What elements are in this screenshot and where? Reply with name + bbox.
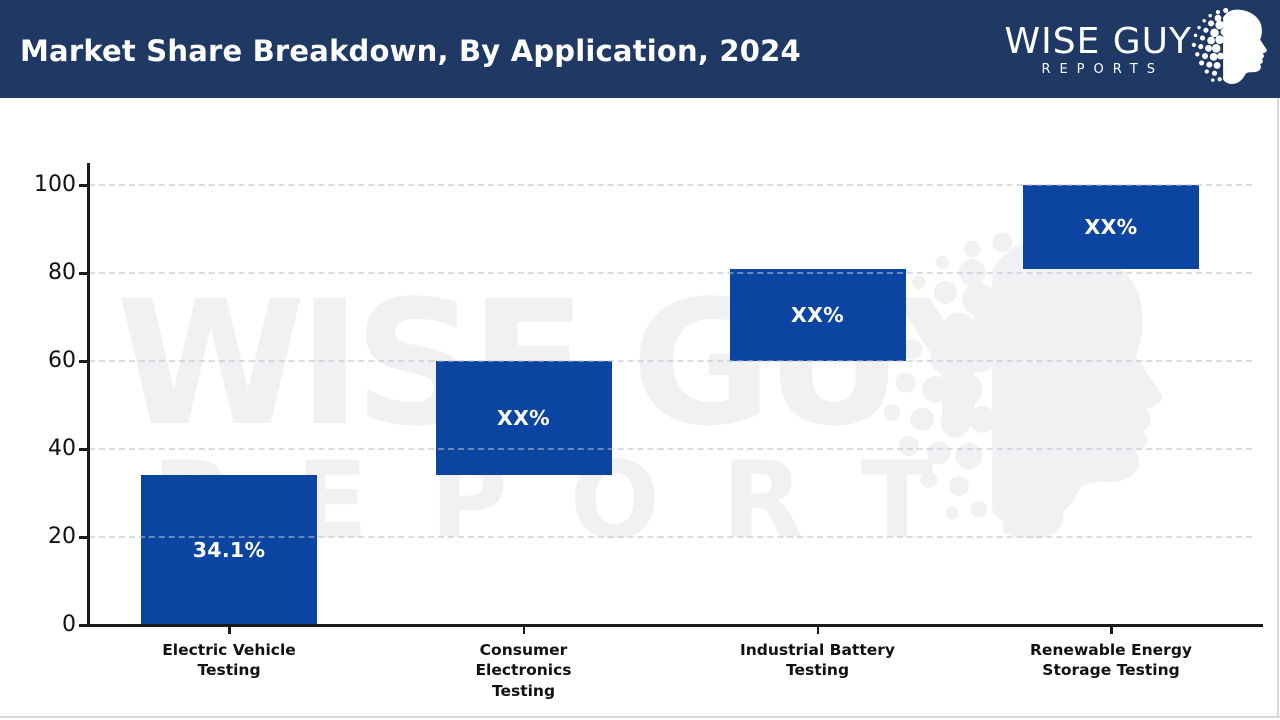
y-tick-mark bbox=[79, 624, 88, 627]
y-tick-label: 60 bbox=[48, 348, 76, 373]
logo-head-icon bbox=[1191, 7, 1267, 84]
y-tick-label: 40 bbox=[48, 436, 76, 461]
chart-title: Market Share Breakdown, By Application, … bbox=[20, 34, 801, 68]
wise-guy-reports-logo: WISE GUY REPORTS bbox=[1005, 4, 1275, 96]
gridline-y-80 bbox=[89, 272, 1252, 274]
x-tick-mark bbox=[522, 626, 525, 634]
bar-segment: XX% bbox=[435, 361, 612, 475]
y-tick-mark bbox=[79, 184, 88, 187]
bar-segment: XX% bbox=[1023, 185, 1199, 269]
y-tick-label: 80 bbox=[48, 260, 76, 285]
y-tick-mark bbox=[79, 360, 88, 363]
bar-segment: XX% bbox=[729, 268, 906, 361]
y-tick-label: 20 bbox=[48, 524, 76, 549]
y-tick-mark bbox=[79, 272, 88, 275]
bar-segment: 34.1% bbox=[141, 474, 317, 625]
logo-text: WISE GUY REPORTS bbox=[1004, 20, 1193, 78]
x-tick-label: Renewable Energy Storage Testing bbox=[1029, 641, 1193, 680]
x-tick-label: Consumer Electronics Testing bbox=[475, 641, 572, 700]
x-tick-label: Electric Vehicle Testing bbox=[162, 641, 296, 680]
header-bar: Market Share Breakdown, By Application, … bbox=[0, 0, 1280, 98]
logo-wiseguy-label: WISE GUY bbox=[1004, 20, 1192, 62]
gridline-y-20 bbox=[89, 536, 1252, 538]
y-tick-mark bbox=[79, 448, 88, 451]
gridline-y-40 bbox=[89, 448, 1252, 450]
x-tick-mark bbox=[816, 626, 819, 634]
y-axis-line bbox=[87, 163, 90, 626]
x-tick-mark bbox=[228, 626, 231, 634]
x-axis-line bbox=[87, 624, 1263, 627]
y-tick-label: 0 bbox=[62, 612, 76, 637]
gridline-y-100 bbox=[89, 184, 1252, 186]
logo-reports-label: REPORTS bbox=[1041, 62, 1165, 78]
y-tick-label: 100 bbox=[34, 172, 76, 197]
bar-value-label: 34.1% bbox=[192, 537, 266, 562]
right-border-line bbox=[1277, 98, 1279, 716]
y-tick-mark bbox=[79, 536, 88, 539]
gridline-y-60 bbox=[89, 360, 1252, 362]
bar-value-label: XX% bbox=[1084, 214, 1138, 239]
x-tick-mark bbox=[1110, 626, 1113, 634]
bottom-border-line bbox=[0, 716, 1280, 718]
bar-value-label: XX% bbox=[790, 302, 845, 327]
x-tick-label: Industrial Battery Testing bbox=[739, 641, 896, 680]
bar-value-label: XX% bbox=[496, 405, 551, 430]
